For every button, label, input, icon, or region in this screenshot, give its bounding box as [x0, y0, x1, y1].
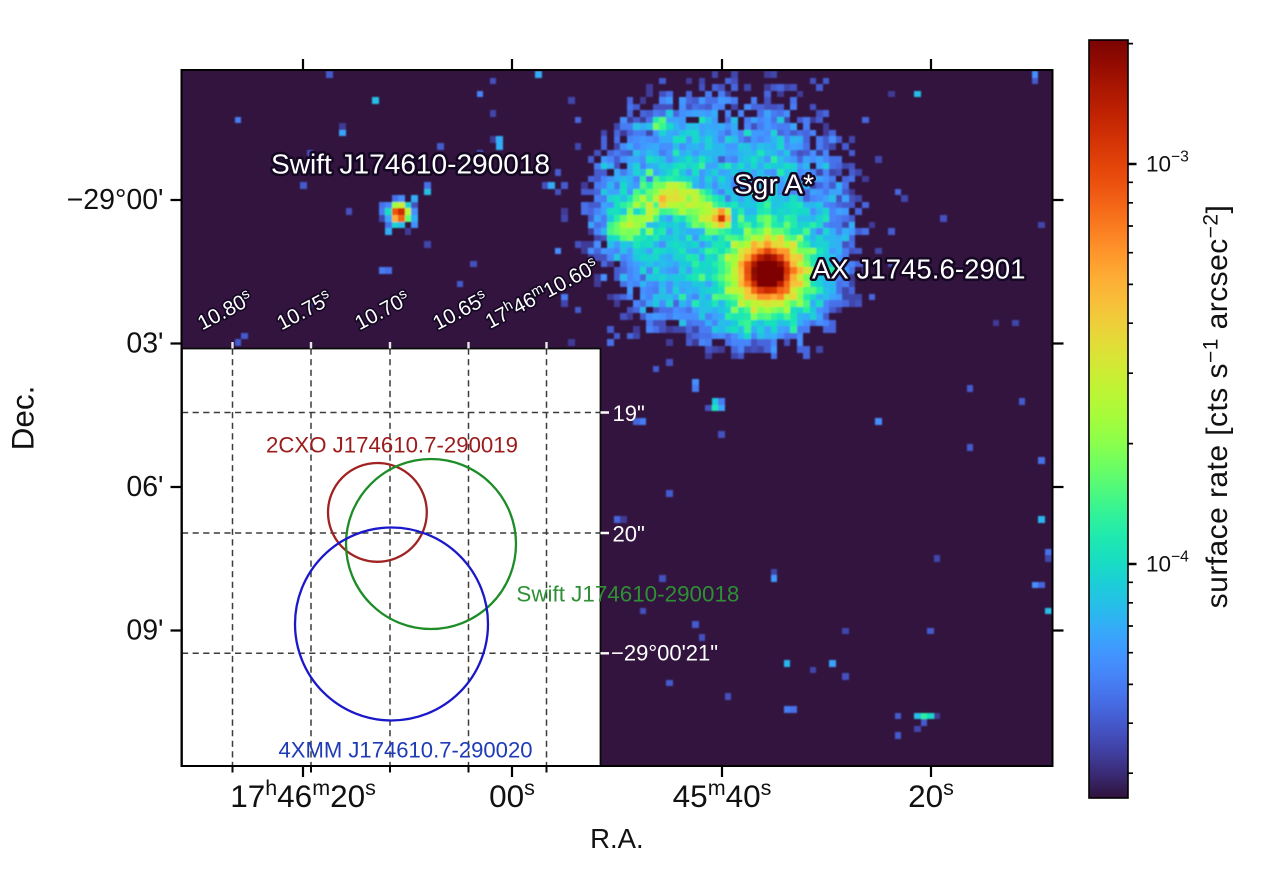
svg-text:Dec.: Dec. — [5, 386, 41, 451]
svg-text:m: m — [708, 776, 726, 800]
svg-text:R.A.: R.A. — [590, 823, 643, 854]
svg-text:10: 10 — [1146, 152, 1171, 177]
svg-text:s: s — [761, 776, 772, 800]
svg-text:h: h — [265, 776, 277, 800]
svg-text:m: m — [312, 776, 330, 800]
svg-text:45: 45 — [673, 778, 708, 814]
svg-text:2CXO J174610.7-290019: 2CXO J174610.7-290019 — [266, 433, 518, 458]
svg-text:10: 10 — [1146, 552, 1171, 577]
svg-text:s: s — [943, 776, 954, 800]
svg-text:46: 46 — [277, 778, 312, 814]
svg-text:−29°00'21": −29°00'21" — [611, 641, 718, 666]
svg-text:surface rate [cts s−1 arcsec−2: surface rate [cts s−1 arcsec−2] — [1200, 205, 1235, 609]
svg-text:20: 20 — [330, 778, 365, 814]
svg-text:17: 17 — [230, 778, 265, 814]
svg-text:20": 20" — [613, 522, 645, 547]
svg-text:06': 06' — [126, 471, 163, 503]
svg-text:20: 20 — [908, 778, 943, 814]
svg-text:s: s — [365, 776, 376, 800]
svg-text:Swift J174610-290018: Swift J174610-290018 — [516, 582, 739, 607]
svg-text:Sgr A*: Sgr A* — [734, 169, 814, 200]
svg-text:4XMM J174610.7-290020: 4XMM J174610.7-290020 — [279, 738, 533, 763]
svg-text:19": 19" — [613, 401, 645, 426]
svg-text:Swift J174610-290018: Swift J174610-290018 — [271, 149, 550, 180]
svg-text:09': 09' — [126, 615, 163, 647]
svg-text:−4: −4 — [1171, 549, 1189, 566]
svg-text:03': 03' — [126, 328, 163, 360]
svg-text:40: 40 — [726, 778, 761, 814]
svg-text:AX J1745.6-2901: AX J1745.6-2901 — [812, 254, 1026, 285]
svg-text:s: s — [524, 776, 535, 800]
svg-text:−29°00': −29°00' — [67, 184, 164, 216]
svg-text:00: 00 — [489, 778, 524, 814]
svg-text:−3: −3 — [1171, 149, 1189, 166]
